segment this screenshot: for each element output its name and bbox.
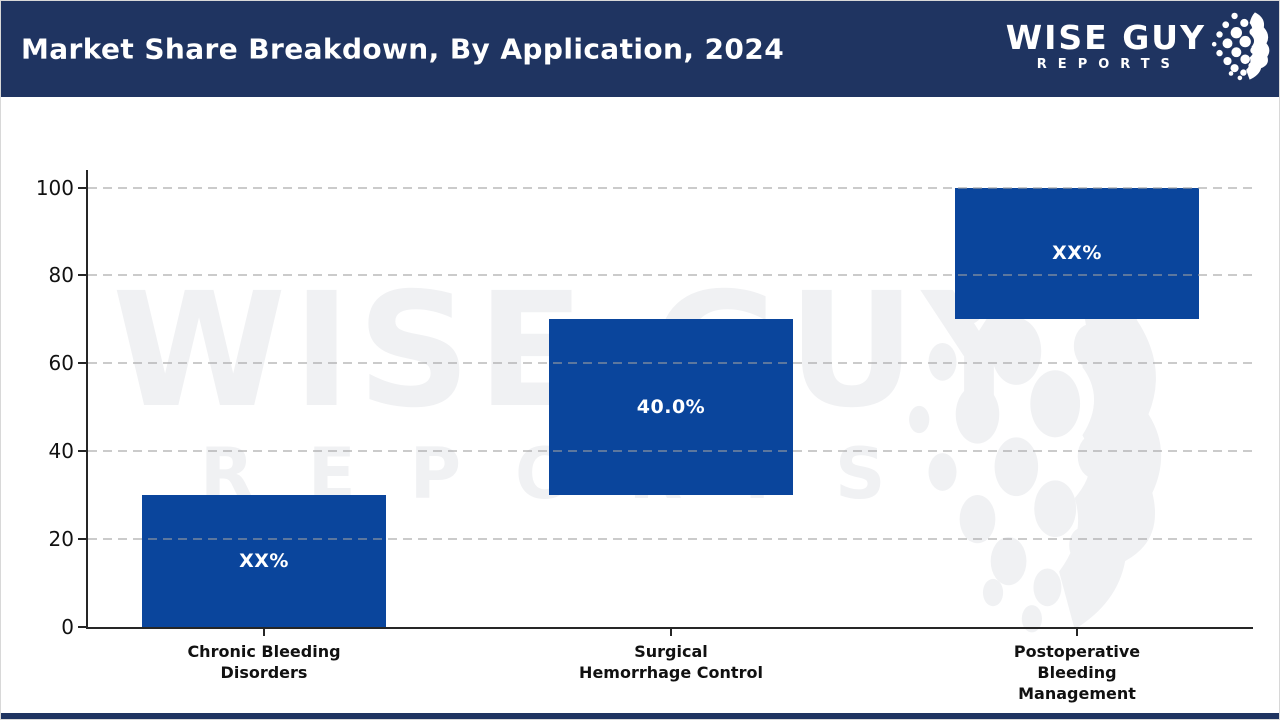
brand-sub: REPORTS bbox=[1036, 57, 1181, 72]
category-label: Chronic Bleeding Disorders bbox=[104, 641, 424, 683]
bar: XX% bbox=[955, 187, 1199, 320]
bar-value-label: 40.0% bbox=[636, 396, 706, 419]
bar: 40.0% bbox=[549, 319, 793, 496]
y-tick-mark bbox=[78, 362, 86, 365]
category-label: Postoperative Bleeding Management bbox=[917, 641, 1237, 704]
y-axis-spine bbox=[86, 170, 88, 629]
gridline bbox=[88, 274, 1253, 277]
y-tick-label: 40 bbox=[48, 439, 74, 464]
x-tick-mark bbox=[670, 629, 672, 636]
gridline bbox=[88, 450, 1253, 453]
category-label-line: Disorders bbox=[220, 663, 308, 682]
y-tick-mark bbox=[78, 274, 86, 277]
y-tick-label: 100 bbox=[35, 175, 74, 200]
y-tick-mark bbox=[78, 186, 86, 189]
category-label-line: Chronic Bleeding bbox=[187, 642, 341, 661]
face-profile-icon bbox=[1211, 12, 1270, 81]
y-tick-label: 60 bbox=[48, 351, 74, 376]
y-tick-label: 20 bbox=[48, 527, 74, 552]
category-label-line: Hemorrhage Control bbox=[579, 663, 763, 682]
x-tick-mark bbox=[1076, 629, 1078, 636]
header-bar: Market Share Breakdown, By Application, … bbox=[0, 0, 1280, 97]
x-axis-spine bbox=[86, 627, 1253, 629]
plot-area: 0 20 40 60 80 100 XX% Chronic Bleeding Disorders… bbox=[36, 170, 1253, 703]
category-label-line: Management bbox=[1018, 684, 1136, 703]
category-label-line: Bleeding bbox=[1037, 663, 1117, 682]
bar-value-label: XX% bbox=[1052, 242, 1102, 265]
brand-logo-text: WISE GUY REPORTS bbox=[1005, 18, 1206, 73]
chart-area: WISE GUY REPORTS 020406080100XX%Chronic … bbox=[0, 97, 1280, 720]
footer-strip bbox=[0, 713, 1280, 720]
gridline bbox=[88, 362, 1253, 365]
category-label-line: Surgical bbox=[634, 642, 708, 661]
brand-logo: WISE GUY REPORTS bbox=[1006, 7, 1270, 85]
gridline bbox=[88, 538, 1253, 541]
brand-name: WISE GUY bbox=[1005, 18, 1206, 57]
gridline bbox=[88, 186, 1253, 189]
y-tick-mark bbox=[78, 450, 86, 453]
y-tick-mark bbox=[78, 538, 86, 541]
bar-value-label: XX% bbox=[239, 550, 289, 573]
page-title: Market Share Breakdown, By Application, … bbox=[21, 32, 785, 65]
y-tick-label: 0 bbox=[61, 615, 74, 639]
category-label-line: Postoperative bbox=[1013, 642, 1141, 661]
category-label: Surgical Hemorrhage Control bbox=[511, 641, 831, 683]
bar: XX% bbox=[142, 495, 386, 627]
y-tick-label: 80 bbox=[48, 263, 74, 288]
x-tick-mark bbox=[263, 629, 265, 636]
y-tick-mark bbox=[78, 626, 86, 628]
